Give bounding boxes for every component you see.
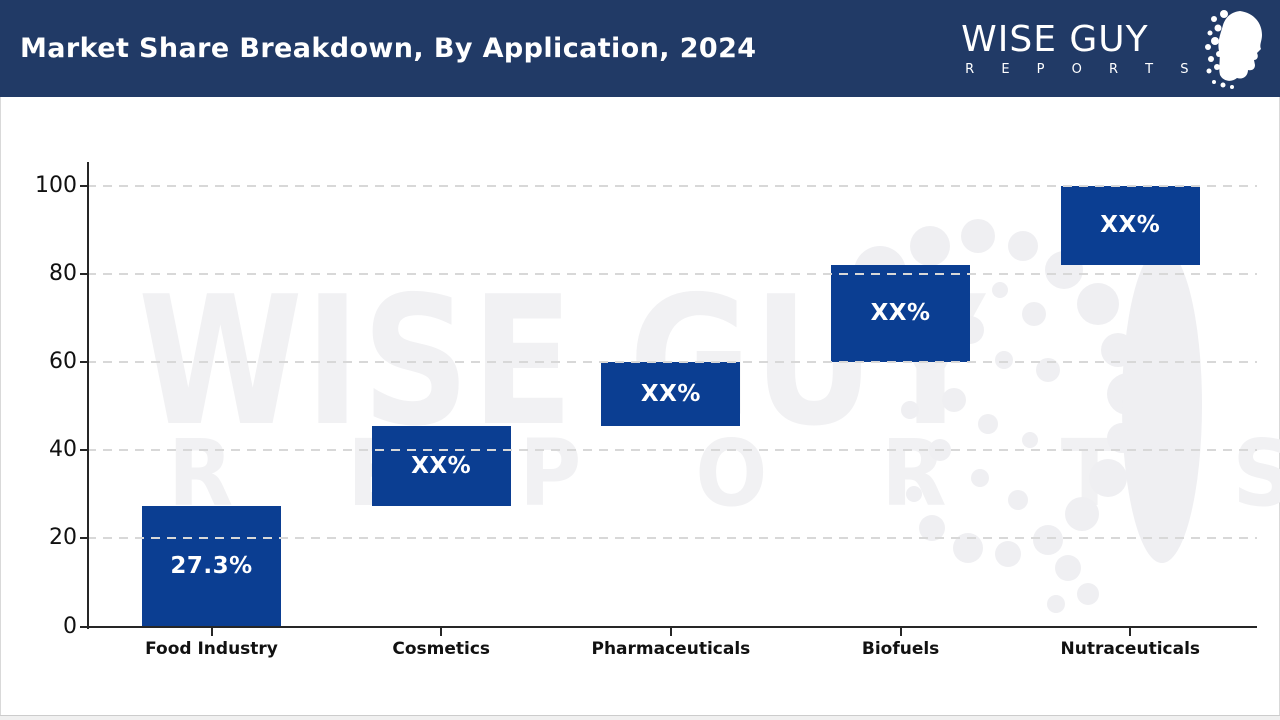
brand-name: WISE GUY [961, 18, 1149, 60]
bar-value-label-biofuels: XX% [870, 300, 931, 327]
gridline-40 [87, 449, 1257, 452]
gridline-80 [87, 272, 1257, 275]
x-tick-mark-cosmetics [440, 627, 443, 636]
x-axis-line [87, 625, 1257, 628]
bar-value-label-food-industry: 27.3% [170, 553, 253, 580]
y-tick-label-0: 0 [63, 613, 77, 639]
y-tick-mark-60 [80, 360, 88, 363]
y-tick-mark-80 [80, 272, 88, 275]
x-category-label-nutraceuticals: Nutraceuticals [1060, 638, 1201, 659]
bar-value-label-nutraceuticals: XX% [1100, 212, 1161, 239]
gridline-100 [87, 184, 1257, 187]
header-bar: Market Share Breakdown, By Application, … [0, 0, 1280, 97]
bar-cosmetics: XX% [371, 425, 511, 507]
x-category-label-food-industry: Food Industry [145, 638, 278, 659]
x-tick-mark-pharmaceuticals [669, 627, 672, 636]
y-tick-label-100: 100 [35, 172, 77, 198]
y-tick-label-20: 20 [49, 525, 77, 551]
bar-pharmaceuticals: XX% [601, 361, 741, 426]
y-tick-label-60: 60 [49, 348, 77, 374]
y-tick-mark-20 [80, 537, 88, 540]
x-category-label-pharmaceuticals: Pharmaceuticals [591, 638, 751, 659]
y-tick-mark-40 [80, 449, 88, 452]
y-tick-label-80: 80 [49, 260, 77, 286]
bar-biofuels: XX% [831, 264, 971, 362]
y-axis-line [87, 162, 89, 629]
frame-left-border [0, 0, 1, 720]
x-tick-mark-food-industry [210, 627, 213, 636]
brand-logo-text: WISE GUY R E P O R T S [961, 18, 1200, 77]
y-tick-mark-100 [80, 184, 88, 187]
frame-bottom-strip [0, 716, 1280, 720]
logo-head-icon [1205, 10, 1262, 89]
watermark-head-dots-icon [854, 219, 1202, 613]
x-tick-mark-nutraceuticals [1129, 627, 1132, 636]
x-category-label-cosmetics: Cosmetics [392, 638, 491, 659]
bar-food-industry: 27.3% [142, 506, 281, 627]
page-title: Market Share Breakdown, By Application, … [20, 33, 757, 64]
bar-value-label-pharmaceuticals: XX% [640, 380, 701, 407]
gridline-60 [87, 360, 1257, 363]
x-category-label-biofuels: Biofuels [861, 638, 940, 659]
frame-bottom-hairline [0, 715, 1280, 716]
brand-subname: R E P O R T S [965, 61, 1200, 77]
gridline-20 [87, 537, 1257, 540]
x-tick-mark-biofuels [899, 627, 902, 636]
y-tick-mark-0 [80, 625, 88, 628]
bar-value-label-cosmetics: XX% [411, 452, 472, 479]
bar-nutraceuticals: XX% [1060, 185, 1200, 265]
brand-logo: WISE GUY R E P O R T S [961, 6, 1268, 92]
y-tick-label-40: 40 [49, 437, 77, 463]
